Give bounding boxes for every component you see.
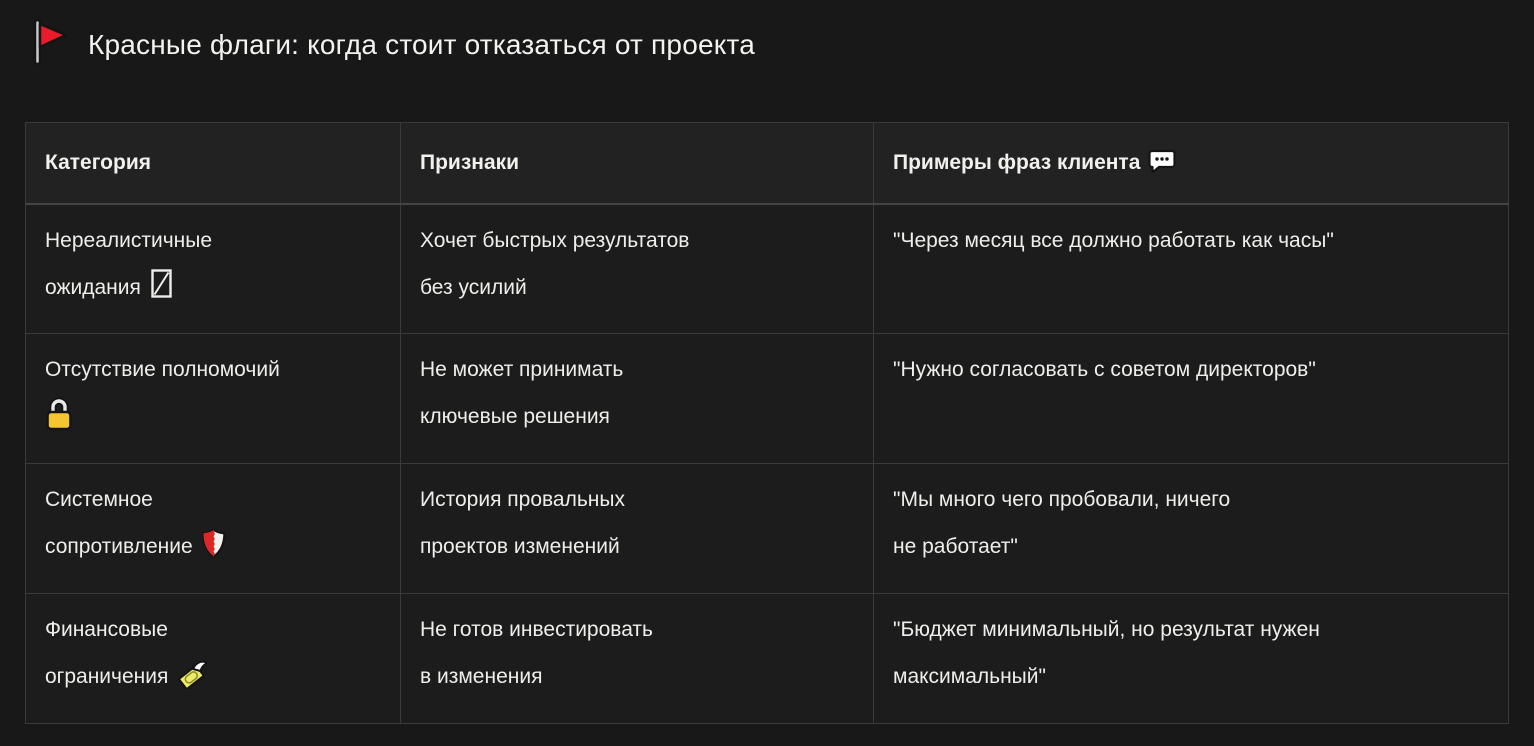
cell-category: Нереалистичные ожидания bbox=[25, 203, 401, 334]
table-row: Системное сопротивление История провальн… bbox=[25, 463, 1509, 594]
header-category: Категория bbox=[25, 122, 401, 205]
cell-example-text: "Бюджет минимальный, но результат нужен … bbox=[893, 618, 1320, 688]
cell-category-text: Отсутствие полномочий bbox=[45, 358, 280, 381]
page-title-row: Красные флаги: когда стоит отказаться от… bbox=[28, 18, 755, 71]
table-row: Финансовые ограничения Не готов инвестир… bbox=[25, 593, 1509, 724]
cell-signs: Не готов инвестировать в изменения bbox=[400, 593, 874, 724]
red-flags-table: Категория Признаки Примеры фраз клиента bbox=[25, 122, 1509, 724]
cell-signs-text: Не готов инвестировать в изменения bbox=[420, 618, 653, 688]
cell-example-text: "Через месяц все должно работать как час… bbox=[893, 228, 1334, 252]
cell-category-text: Системное сопротивление bbox=[45, 488, 193, 558]
lock-icon bbox=[45, 397, 73, 431]
header-signs: Признаки bbox=[400, 122, 874, 205]
header-examples: Примеры фраз клиента bbox=[873, 122, 1509, 205]
header-category-label: Категория bbox=[45, 151, 152, 175]
header-examples-label: Примеры фраз клиента bbox=[893, 151, 1141, 175]
speech-balloon-icon bbox=[1148, 149, 1177, 174]
cell-example: "Через месяц все должно работать как час… bbox=[873, 203, 1509, 334]
table-row: Нереалистичные ожидания Хочет быстрых ре… bbox=[25, 203, 1509, 334]
cell-category-text: Нереалистичные ожидания bbox=[45, 228, 213, 299]
cell-example: "Мы много чего пробовали, ничего не рабо… bbox=[873, 463, 1509, 594]
cell-example: "Бюджет минимальный, но результат нужен … bbox=[873, 593, 1509, 724]
cell-category: Системное сопротивление bbox=[25, 463, 401, 594]
red-flag-icon bbox=[28, 18, 70, 71]
cell-signs-text: История провальных проектов изменений bbox=[420, 488, 625, 558]
table-row: Отсутствие полномочий Не может принимать… bbox=[25, 333, 1509, 464]
header-signs-label: Признаки bbox=[420, 151, 520, 175]
cell-category-text: Финансовые ограничения bbox=[45, 618, 169, 688]
cell-signs: Хочет быстрых результатов без усилий bbox=[400, 203, 874, 334]
cell-signs: История провальных проектов изменений bbox=[400, 463, 874, 594]
cell-category: Отсутствие полномочий bbox=[25, 333, 401, 464]
cell-example-text: "Нужно согласовать с советом директоров" bbox=[893, 358, 1316, 381]
header-row: Категория Признаки Примеры фраз клиента bbox=[25, 122, 1509, 205]
shield-icon bbox=[201, 528, 227, 559]
page-title: Красные флаги: когда стоит отказаться от… bbox=[88, 28, 755, 60]
cell-example-text: "Мы много чего пробовали, ничего не рабо… bbox=[893, 488, 1231, 558]
money-with-wings-icon bbox=[176, 658, 209, 690]
cell-signs-text: Не может принимать ключевые решения bbox=[420, 358, 624, 428]
cell-example: "Нужно согласовать с советом директоров" bbox=[873, 333, 1509, 464]
cell-category: Финансовые ограничения bbox=[25, 593, 401, 724]
cell-signs: Не может принимать ключевые решения bbox=[400, 333, 874, 464]
cell-signs-text: Хочет быстрых результатов без усилий bbox=[420, 228, 690, 299]
missing-glyph-icon bbox=[151, 268, 172, 298]
